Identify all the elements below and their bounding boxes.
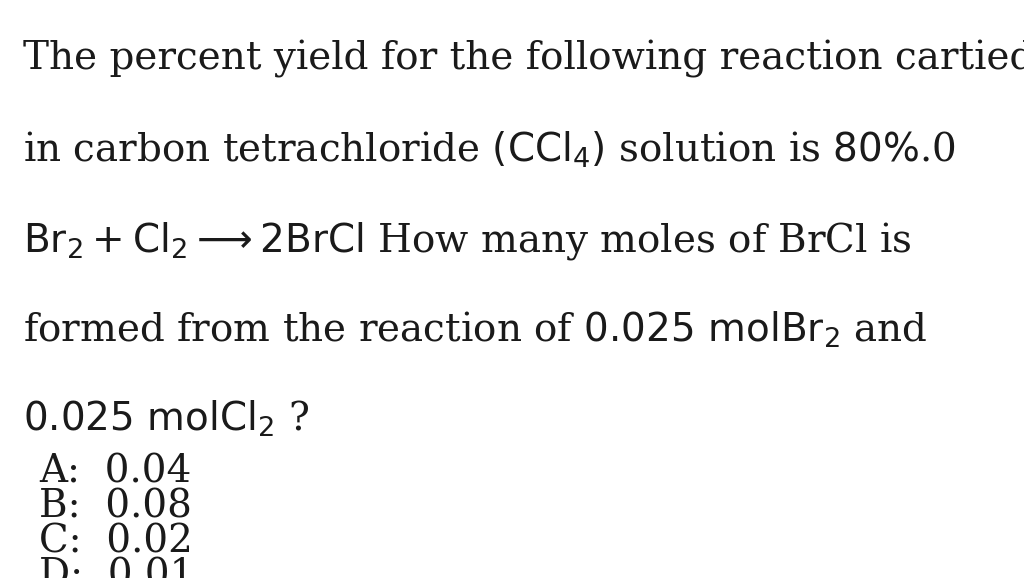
Text: $\mathrm{Br_2 + Cl_2 \longrightarrow 2BrCl}$ How many moles of BrCl is: $\mathrm{Br_2 + Cl_2 \longrightarrow 2Br… xyxy=(23,220,911,262)
Text: C:  0.02: C: 0.02 xyxy=(39,523,193,560)
Text: The percent yield for the following reaction cartied out: The percent yield for the following reac… xyxy=(23,40,1024,79)
Text: D:  0.01: D: 0.01 xyxy=(39,558,195,578)
Text: B:  0.08: B: 0.08 xyxy=(39,488,191,525)
Text: formed from the reaction of $0.025\ \mathrm{molBr_2}$ and: formed from the reaction of $0.025\ \mat… xyxy=(23,309,927,350)
Text: $0.025\ \mathrm{molCl_2}$ ?: $0.025\ \mathrm{molCl_2}$ ? xyxy=(23,399,309,439)
Text: A:  0.04: A: 0.04 xyxy=(39,454,191,491)
Text: in carbon tetrachloride $(\mathrm{CCl_4})$ solution is $80\%$.0: in carbon tetrachloride $(\mathrm{CCl_4}… xyxy=(23,130,955,171)
